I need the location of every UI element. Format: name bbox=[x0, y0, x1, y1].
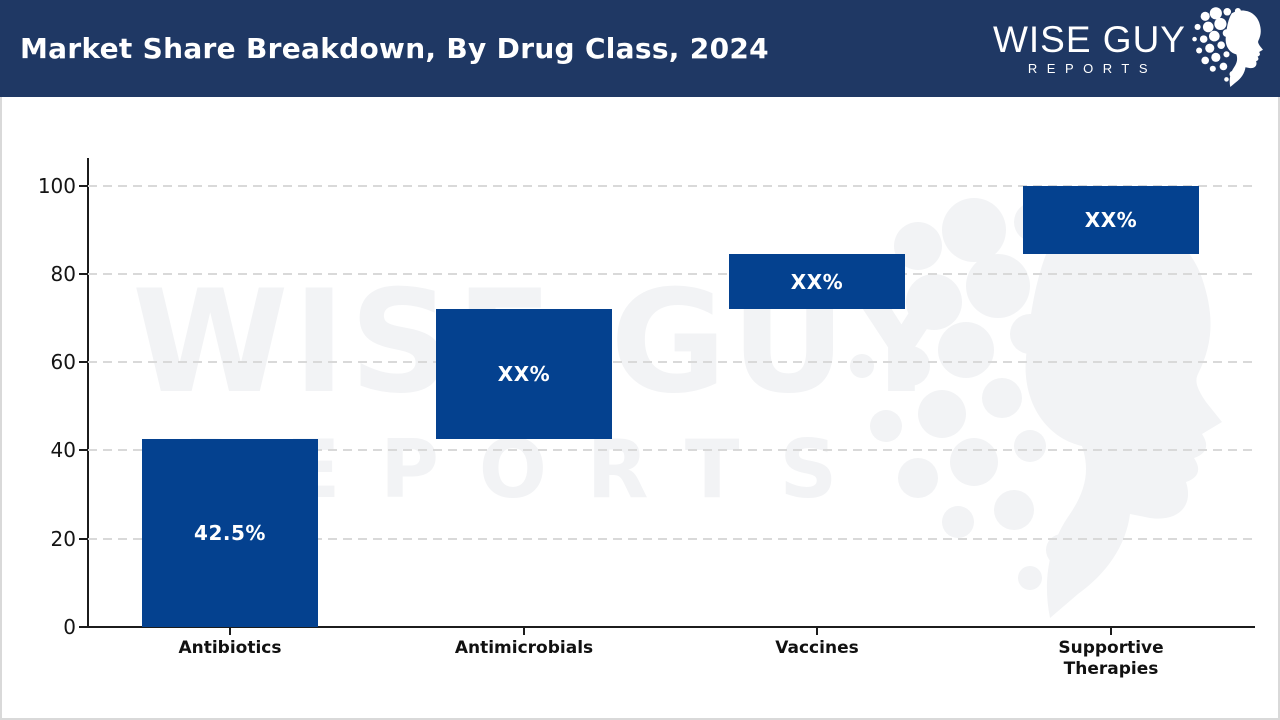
y-tick-mark bbox=[79, 361, 87, 364]
category-label-antimicrobials: Antimicrobials bbox=[454, 638, 594, 658]
category-label-supportive-therapies: Supportive Therapies bbox=[1058, 638, 1164, 679]
bar-value-label: XX% bbox=[790, 269, 844, 294]
y-axis-line bbox=[87, 158, 89, 627]
bar-vaccines: XX% bbox=[729, 253, 905, 310]
y-tick-label: 40 bbox=[50, 438, 76, 463]
gridline bbox=[88, 272, 1255, 275]
brand-subtitle: REPORTS bbox=[1027, 61, 1158, 76]
category-label-antibiotics: Antibiotics bbox=[178, 638, 282, 658]
bar-antimicrobials: XX% bbox=[436, 309, 612, 440]
y-tick-mark bbox=[79, 184, 87, 187]
bar-supportive-therapies: XX% bbox=[1023, 185, 1199, 254]
page-title: Market Share Breakdown, By Drug Class, 2… bbox=[20, 32, 769, 65]
wise-guy-head-icon bbox=[1190, 6, 1266, 91]
y-tick-label: 60 bbox=[50, 350, 76, 375]
bar-antibiotics: 42.5% bbox=[142, 439, 318, 627]
brand-logo: WISE GUY REPORTS bbox=[993, 6, 1266, 91]
gridline bbox=[88, 184, 1255, 187]
x-tick-mark bbox=[816, 628, 818, 635]
x-tick-mark bbox=[1110, 628, 1112, 635]
y-tick-mark bbox=[79, 449, 87, 452]
x-tick-mark bbox=[229, 628, 231, 635]
y-tick-label: 80 bbox=[50, 261, 76, 286]
bar-value-label: XX% bbox=[497, 362, 551, 387]
y-tick-mark bbox=[79, 626, 87, 628]
y-tick-mark bbox=[79, 272, 87, 275]
x-axis-line bbox=[87, 626, 1255, 628]
bar-value-label: XX% bbox=[1084, 207, 1138, 232]
bar-value-label: 42.5% bbox=[194, 521, 266, 546]
x-tick-mark bbox=[523, 628, 525, 635]
y-tick-label: 100 bbox=[37, 173, 76, 198]
y-tick-label: 20 bbox=[50, 526, 76, 551]
brand-name: WISE GUY bbox=[992, 19, 1186, 60]
gridline bbox=[88, 537, 1255, 540]
y-tick-label: 0 bbox=[63, 615, 76, 639]
header-bar: Market Share Breakdown, By Drug Class, 2… bbox=[0, 0, 1280, 97]
gridline bbox=[88, 361, 1255, 364]
category-label-vaccines: Vaccines bbox=[775, 638, 859, 658]
y-tick-mark bbox=[79, 537, 87, 540]
brand-wordmark: WISE GUY REPORTS bbox=[993, 21, 1186, 76]
gridline bbox=[88, 449, 1255, 452]
